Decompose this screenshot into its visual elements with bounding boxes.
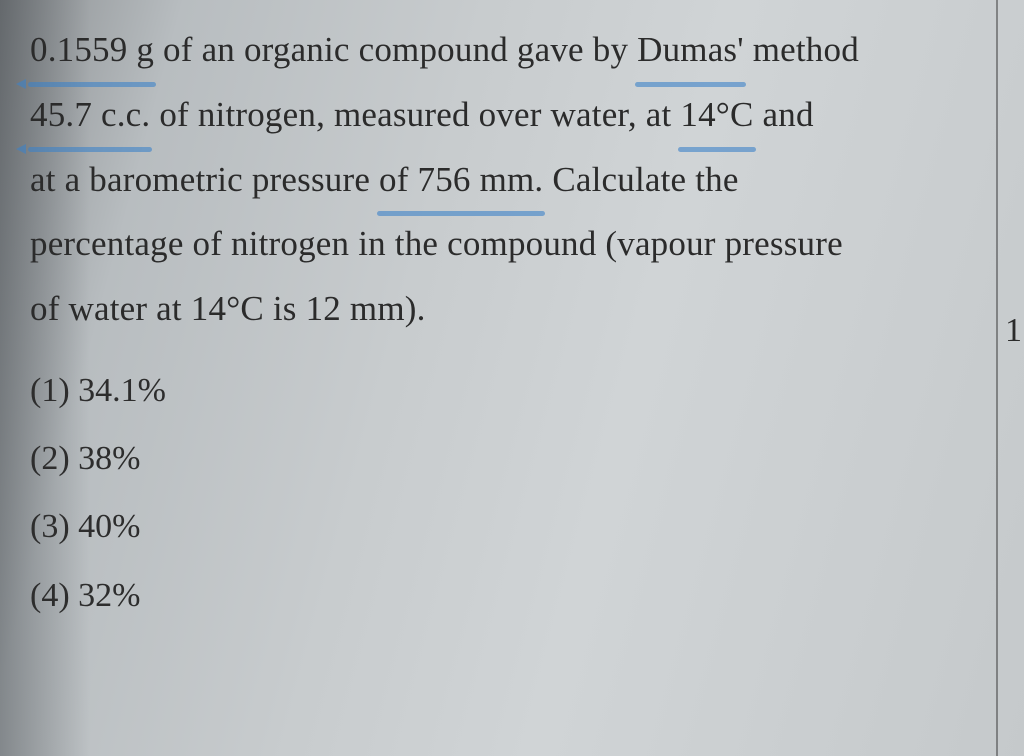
underlined-mass: 0.1559 g — [30, 18, 154, 83]
text-segment: percentage of nitrogen in the compound (… — [30, 224, 843, 263]
text-segment: of an organic compound gave by — [154, 30, 637, 69]
page-side-number: 1 — [1005, 312, 1022, 350]
underlined-volume: 45.7 c.c. — [30, 83, 150, 148]
underlined-temp: 14°C — [680, 83, 753, 148]
text-segment: Calculate the — [543, 160, 738, 199]
options-list: (1) 34.1% (2) 38% (3) 40% (4) 32% — [30, 358, 970, 629]
underlined-dumas: Dumas' — [637, 18, 744, 83]
page-content: 0.1559 g of an organic compound gave by … — [0, 0, 1000, 756]
text-segment: and — [754, 95, 814, 134]
text-segment: of water at 14°C is 12 mm). — [30, 289, 426, 328]
option-1: (1) 34.1% — [30, 358, 970, 424]
text-segment: method — [744, 30, 859, 69]
underlined-pressure: of 756 mm. — [379, 148, 543, 213]
text-segment: at a barometric pressure — [30, 160, 379, 199]
option-4: (4) 32% — [30, 563, 970, 629]
question-text: 0.1559 g of an organic compound gave by … — [30, 18, 970, 342]
option-2: (2) 38% — [30, 426, 970, 492]
text-segment: of nitrogen, measured over water, at — [150, 95, 680, 134]
option-3: (3) 40% — [30, 494, 970, 560]
